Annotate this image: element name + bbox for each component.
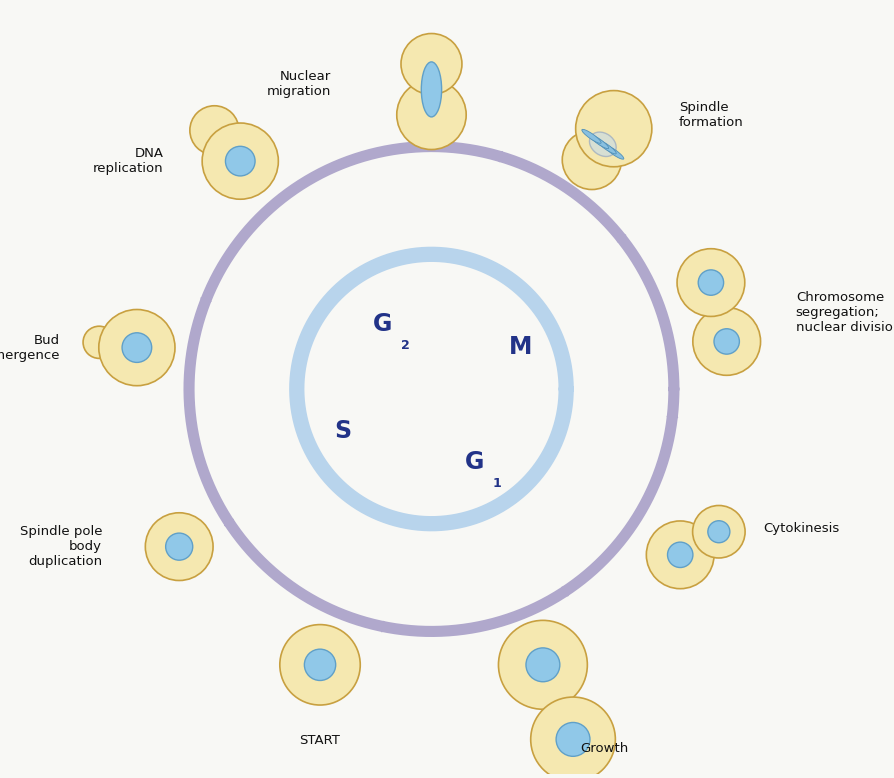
Circle shape	[556, 723, 590, 756]
Circle shape	[401, 33, 462, 94]
Ellipse shape	[589, 135, 609, 149]
Circle shape	[190, 106, 239, 155]
Ellipse shape	[421, 62, 442, 117]
Circle shape	[708, 520, 730, 543]
Text: Spindle pole
body
duplication: Spindle pole body duplication	[20, 525, 102, 568]
Circle shape	[562, 130, 621, 190]
Text: Cytokinesis: Cytokinesis	[763, 522, 839, 535]
Circle shape	[526, 648, 560, 682]
Text: Nuclear
migration: Nuclear migration	[267, 70, 332, 98]
Circle shape	[99, 310, 175, 386]
Circle shape	[304, 649, 335, 681]
Circle shape	[122, 333, 152, 363]
Circle shape	[499, 620, 587, 710]
Circle shape	[693, 307, 761, 375]
Circle shape	[714, 329, 739, 354]
Circle shape	[225, 146, 255, 176]
Text: Chromosome
segregation;
nuclear division: Chromosome segregation; nuclear division	[796, 290, 894, 334]
Circle shape	[693, 506, 745, 558]
Text: $\mathbf{M}$: $\mathbf{M}$	[509, 335, 532, 359]
Text: $\mathbf{G}$: $\mathbf{G}$	[464, 450, 484, 474]
Circle shape	[677, 249, 745, 317]
Ellipse shape	[597, 140, 616, 154]
Text: $\mathbf{_1}$: $\mathbf{_1}$	[492, 472, 502, 490]
Circle shape	[397, 80, 466, 149]
Text: START: START	[299, 734, 341, 747]
Ellipse shape	[582, 129, 601, 143]
Text: $\mathbf{G}$: $\mathbf{G}$	[372, 311, 392, 335]
Circle shape	[146, 513, 213, 580]
Circle shape	[165, 533, 193, 560]
Circle shape	[83, 326, 115, 359]
Circle shape	[646, 521, 714, 589]
Ellipse shape	[604, 145, 624, 159]
Text: Growth: Growth	[580, 741, 628, 755]
Text: $\mathbf{S}$: $\mathbf{S}$	[334, 419, 351, 443]
Circle shape	[280, 625, 360, 705]
Circle shape	[202, 123, 278, 199]
Circle shape	[531, 697, 615, 778]
Ellipse shape	[589, 132, 616, 156]
Text: Bud
emergence: Bud emergence	[0, 334, 60, 362]
Circle shape	[668, 542, 693, 567]
Circle shape	[698, 270, 723, 296]
Text: DNA
replication: DNA replication	[93, 147, 164, 175]
Circle shape	[576, 90, 652, 166]
Text: Spindle
formation: Spindle formation	[679, 100, 744, 128]
Text: $\mathbf{_2}$: $\mathbf{_2}$	[400, 334, 409, 352]
